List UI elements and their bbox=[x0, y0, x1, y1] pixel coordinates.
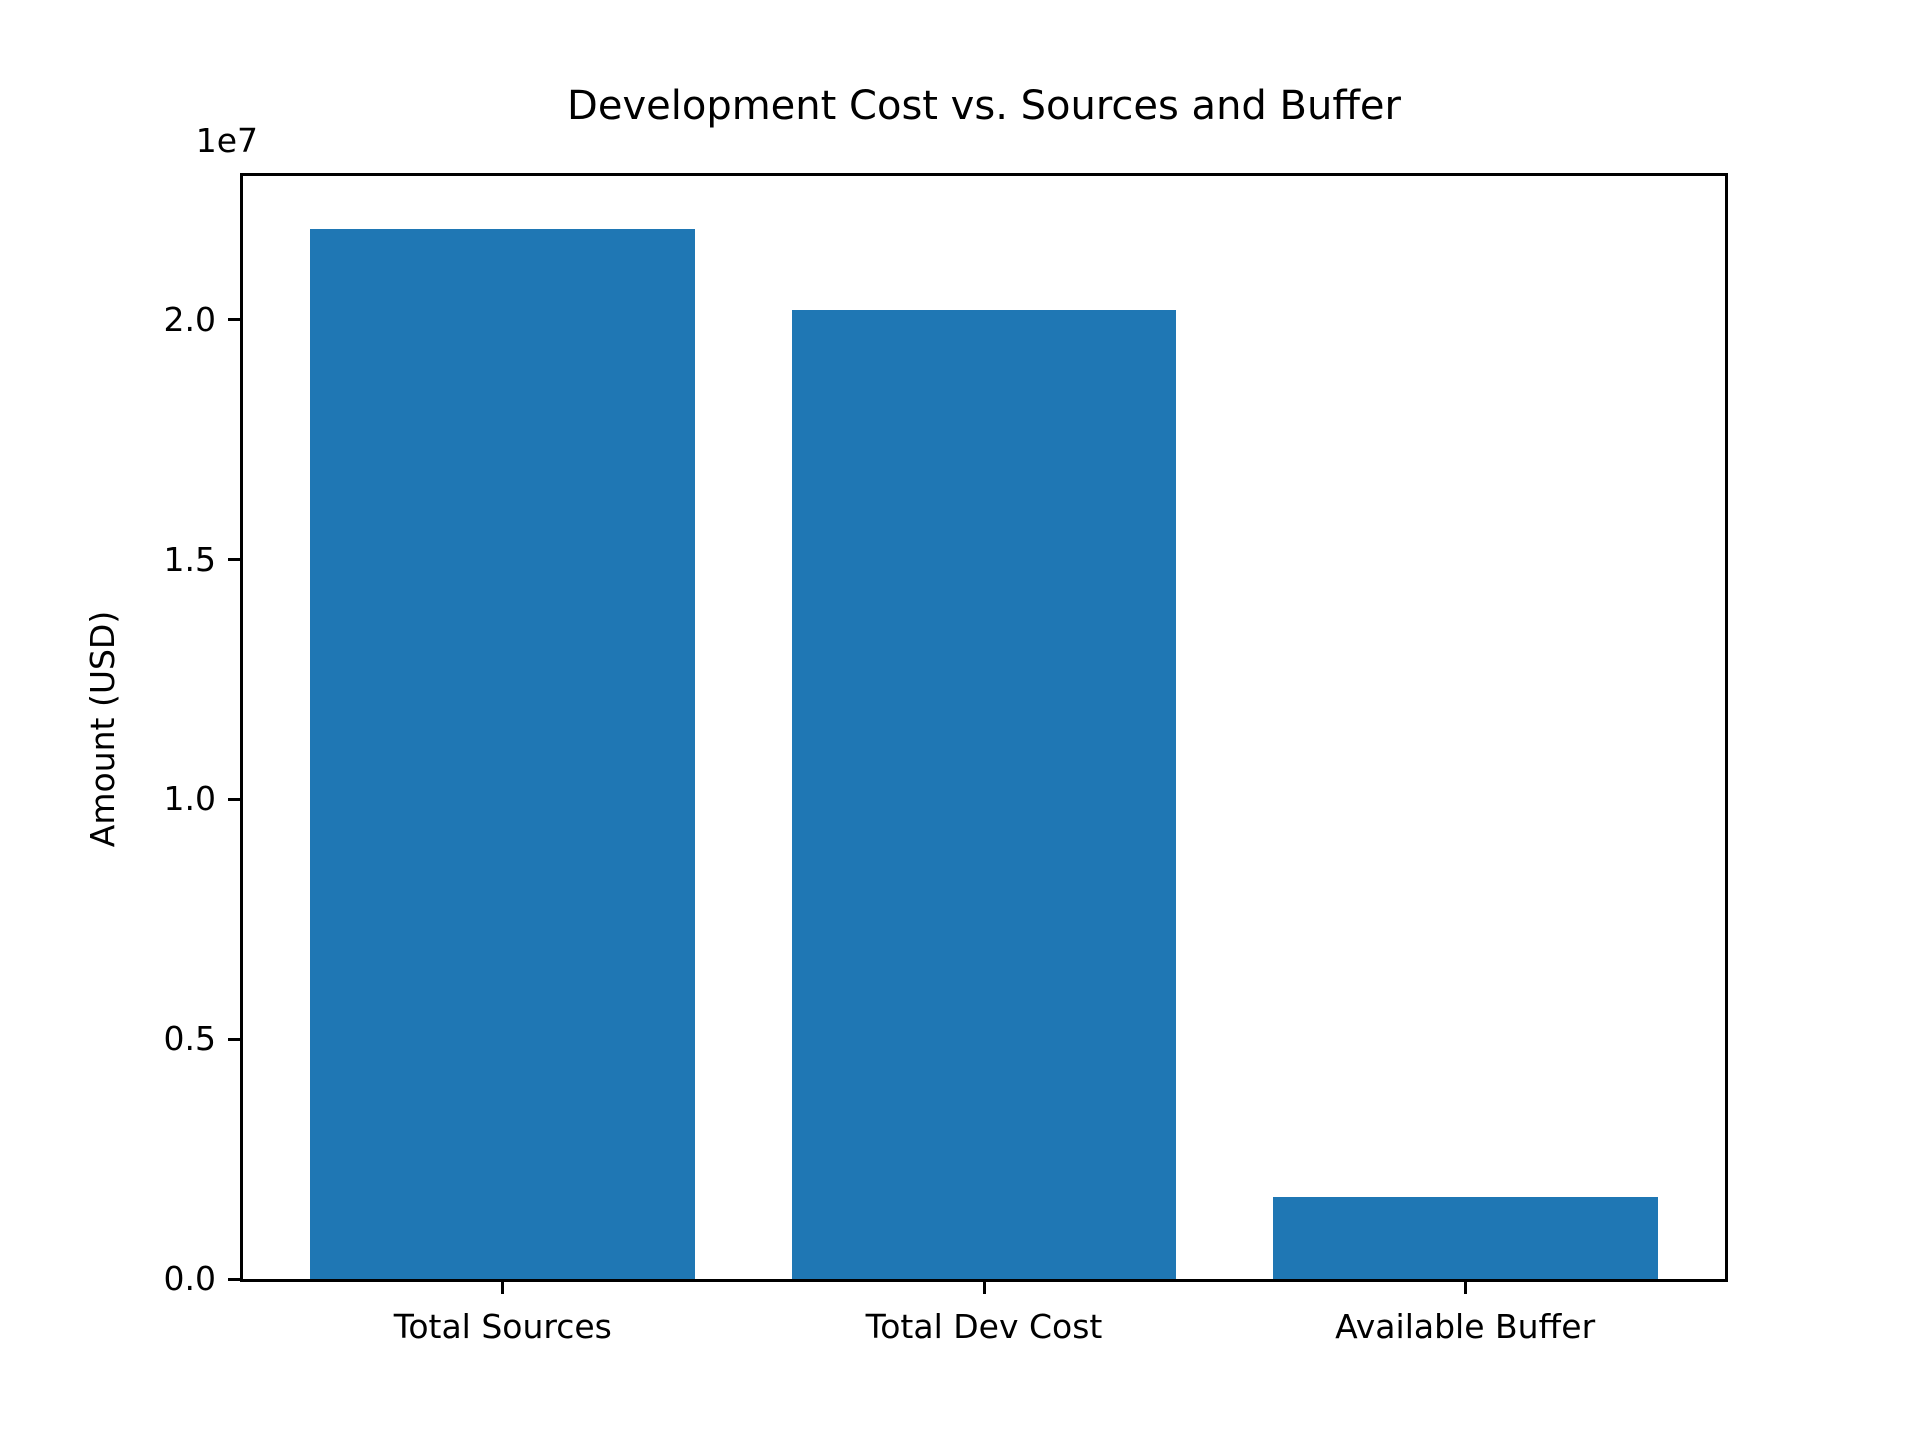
y-tick-label: 0.0 bbox=[163, 1259, 216, 1298]
x-tick-label-available-buffer: Available Buffer bbox=[1335, 1307, 1596, 1346]
plot-area bbox=[240, 173, 1728, 1282]
bar-total-dev-cost bbox=[791, 310, 1177, 1279]
y-axis-label: Amount (USD) bbox=[83, 610, 122, 848]
bar-available-buffer bbox=[1272, 1197, 1658, 1279]
y-tick-label: 0.5 bbox=[163, 1019, 216, 1059]
y-tick bbox=[228, 558, 240, 562]
y-tick bbox=[228, 797, 240, 801]
y-tick bbox=[228, 318, 240, 322]
y-tick-label: 1.0 bbox=[163, 779, 216, 819]
y-tick-label: 1.5 bbox=[163, 539, 216, 579]
y-tick bbox=[228, 1037, 240, 1041]
chart-title: Development Cost vs. Sources and Buffer bbox=[567, 83, 1401, 129]
y-tick-label: 2.0 bbox=[163, 299, 216, 339]
bar-total-sources bbox=[310, 228, 696, 1279]
x-tick bbox=[982, 1282, 986, 1294]
y-tick bbox=[228, 1277, 240, 1281]
x-tick-label-total-sources: Total Sources bbox=[393, 1307, 612, 1346]
x-tick bbox=[1463, 1282, 1467, 1294]
y-axis-offset-text: 1e7 bbox=[195, 121, 258, 160]
x-tick-label-total-dev-cost: Total Dev Cost bbox=[865, 1307, 1103, 1346]
x-tick bbox=[501, 1282, 505, 1294]
